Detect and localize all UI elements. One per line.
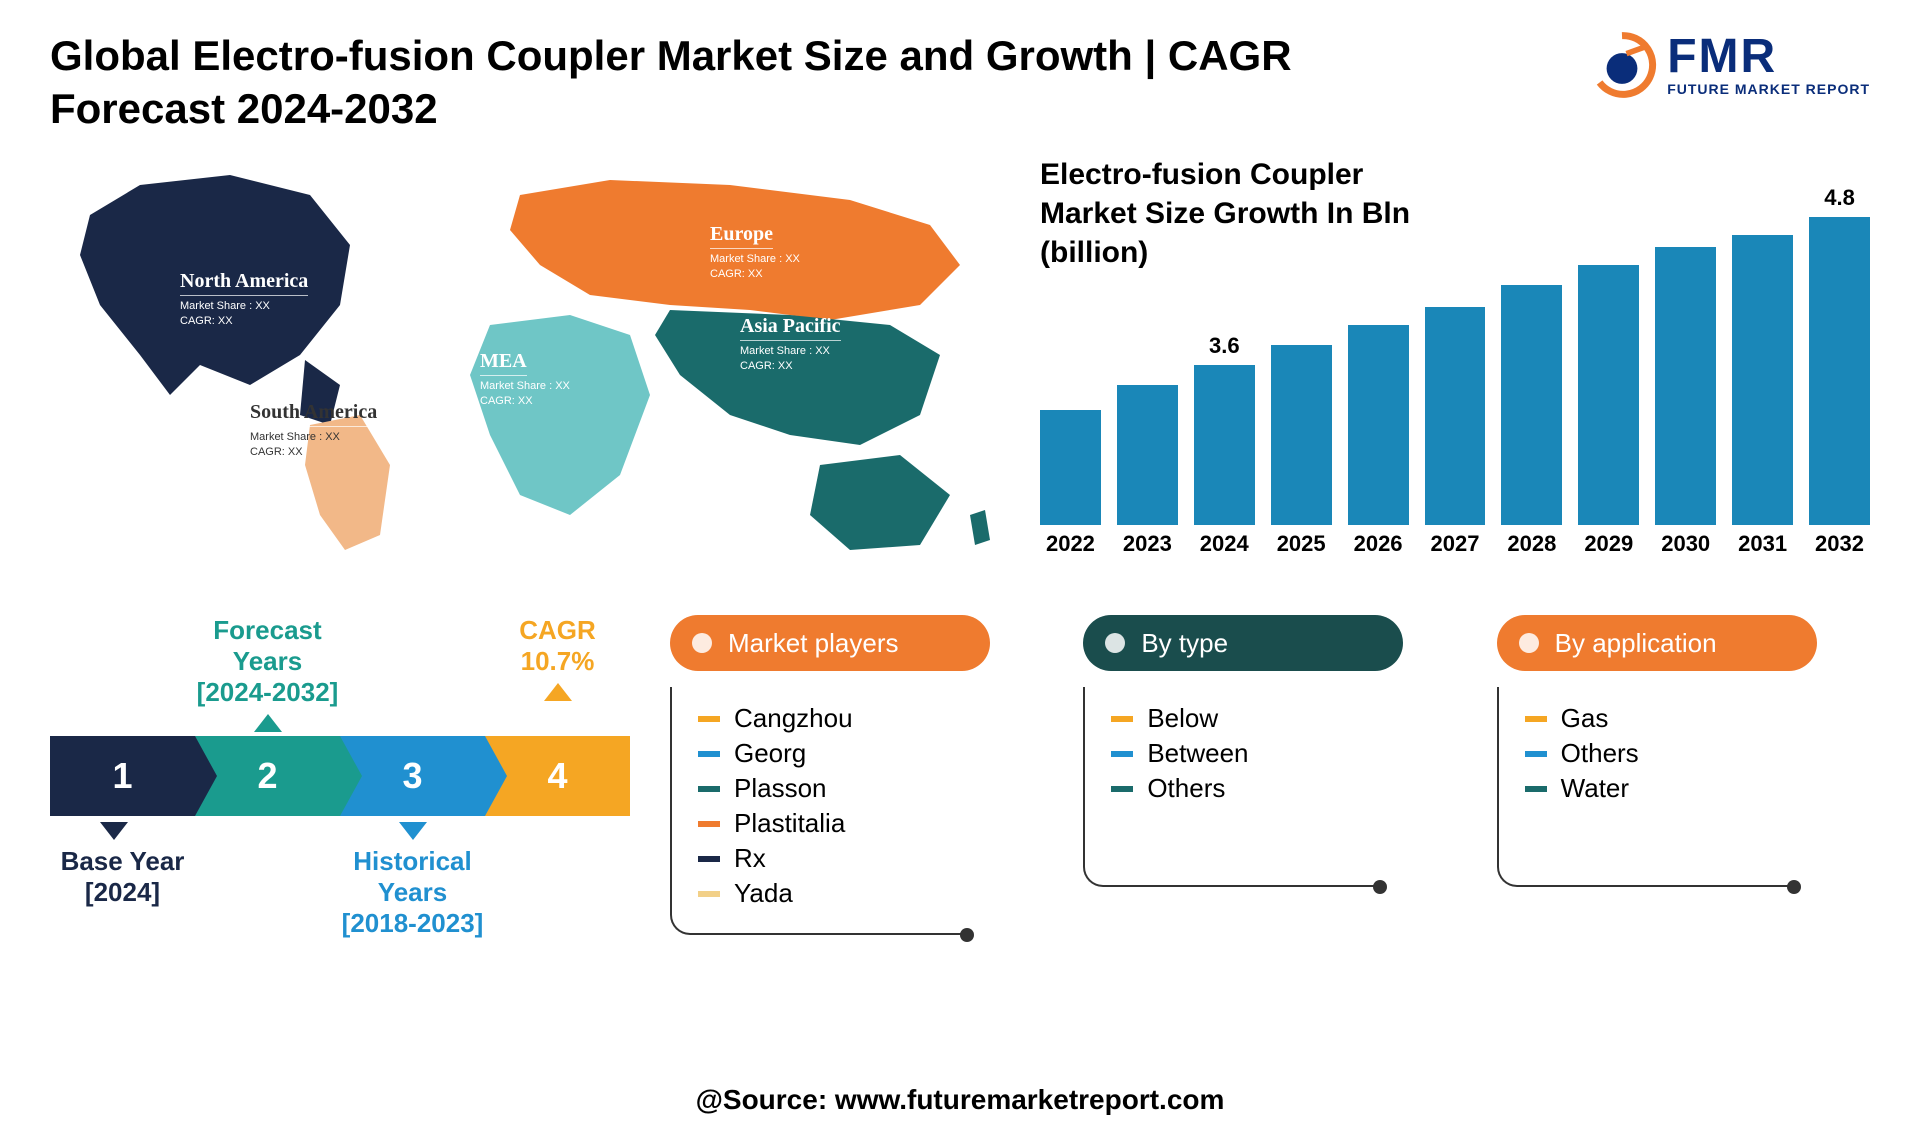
page-title: Global Electro-fusion Coupler Market Siz… bbox=[50, 30, 1300, 135]
source-text: @Source: www.futuremarketreport.com bbox=[696, 1084, 1225, 1116]
logo: FMR FUTURE MARKET REPORT bbox=[1587, 30, 1870, 100]
info-columns: Market players Cangzhou Georg Plasson Plasti… bbox=[670, 615, 1870, 939]
bar-chart-area: Electro-fusion Coupler Market Size Growt… bbox=[1040, 155, 1870, 555]
forecast-range: [2024-2032] bbox=[195, 677, 340, 708]
info-item: Others bbox=[1525, 738, 1771, 769]
info-item: Plastitalia bbox=[698, 808, 944, 839]
top-section: North AmericaMarket Share : XXCAGR: XX So… bbox=[50, 155, 1870, 555]
info-item: Cangzhou bbox=[698, 703, 944, 734]
region-label-asia-pacific: Asia PacificMarket Share : XXCAGR: XX bbox=[740, 315, 841, 375]
bar-2025: 2025 bbox=[1271, 345, 1332, 525]
region-label-mea: MEAMarket Share : XXCAGR: XX bbox=[480, 350, 570, 410]
info-item: Between bbox=[1111, 738, 1357, 769]
bar-chart: 2022 2023 3.62024 2025 2026 20272028 2029 2030 2… bbox=[1040, 205, 1870, 525]
bottom-section: Forecast Years [2024-2032] CAGR 10.7% 12… bbox=[50, 615, 1870, 939]
cagr-value: 10.7% bbox=[485, 646, 630, 677]
info-col-market-players: Market players Cangzhou Georg Plasson Plasti… bbox=[670, 615, 1043, 939]
bar-2027: 2027 bbox=[1425, 307, 1486, 525]
region-label-europe: EuropeMarket Share : XXCAGR: XX bbox=[710, 223, 800, 283]
cagr-label: CAGR bbox=[485, 615, 630, 646]
logo-sub-text: FUTURE MARKET REPORT bbox=[1667, 81, 1870, 97]
info-col-by-application: By application Gas Others Water bbox=[1497, 615, 1870, 939]
bar-2029: 2029 bbox=[1578, 265, 1639, 525]
logo-main-text: FMR bbox=[1667, 33, 1870, 81]
info-item: Below bbox=[1111, 703, 1357, 734]
forecast-label: Forecast Years bbox=[195, 615, 340, 677]
pill-header: By type bbox=[1083, 615, 1403, 671]
bar-2031: 2031 bbox=[1732, 235, 1793, 525]
region-label-north-america: North AmericaMarket Share : XXCAGR: XX bbox=[180, 270, 308, 330]
bar-2026: 2026 bbox=[1348, 325, 1409, 525]
info-item: Georg bbox=[698, 738, 944, 769]
info-item: Plasson bbox=[698, 773, 944, 804]
info-item: Others bbox=[1111, 773, 1357, 804]
timeline-block-1: 1 bbox=[50, 736, 195, 816]
hist-range: [2018-2023] bbox=[340, 908, 485, 939]
bar-2032: 4.82032 bbox=[1809, 185, 1870, 525]
base-range: [2024] bbox=[50, 877, 195, 908]
bar-2022: 2022 bbox=[1040, 410, 1101, 525]
world-map: North AmericaMarket Share : XXCAGR: XX So… bbox=[50, 155, 1000, 555]
info-col-by-type: By type Below Between Others bbox=[1083, 615, 1456, 939]
info-list: Cangzhou Georg Plasson Plastitalia Rx Yada bbox=[670, 687, 970, 935]
pill-header: Market players bbox=[670, 615, 990, 671]
info-list: Below Between Others bbox=[1083, 687, 1383, 887]
timeline-bar: 1234 bbox=[50, 736, 630, 816]
bar-2030: 2030 bbox=[1655, 247, 1716, 525]
hist-label: Historical Years bbox=[340, 846, 485, 908]
bar-2028: 2028 bbox=[1501, 285, 1562, 525]
info-list: Gas Others Water bbox=[1497, 687, 1797, 887]
bar-2024: 3.62024 bbox=[1194, 333, 1255, 525]
header: Global Electro-fusion Coupler Market Siz… bbox=[50, 30, 1870, 135]
base-label: Base Year bbox=[50, 846, 195, 877]
info-item: Gas bbox=[1525, 703, 1771, 734]
timeline-area: Forecast Years [2024-2032] CAGR 10.7% 12… bbox=[50, 615, 630, 939]
info-item: Yada bbox=[698, 878, 944, 909]
info-item: Water bbox=[1525, 773, 1771, 804]
bar-2023: 2023 bbox=[1117, 385, 1178, 525]
pill-header: By application bbox=[1497, 615, 1817, 671]
info-item: Rx bbox=[698, 843, 944, 874]
region-label-south-america: South AmericaMarket Share : XXCAGR: XX bbox=[250, 401, 377, 461]
logo-icon bbox=[1587, 30, 1657, 100]
